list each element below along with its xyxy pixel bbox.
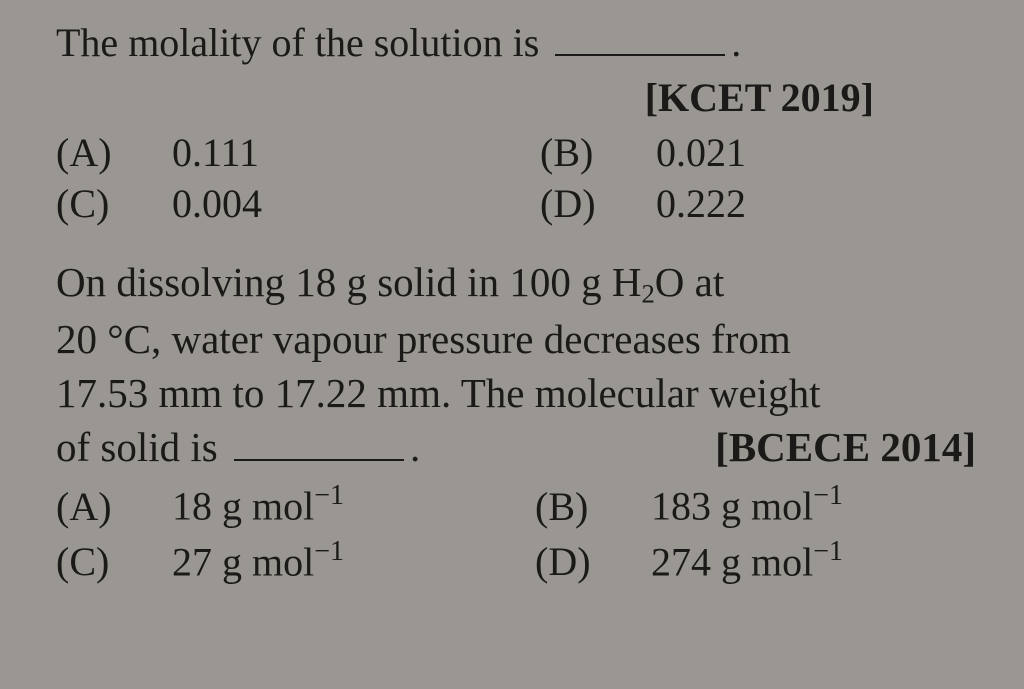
- q2-option-a-letter: (A): [56, 483, 146, 530]
- q2-option-b-value: 183 g mol−1: [651, 480, 843, 529]
- q2-option-c: (C) 27 g mol−1: [56, 536, 505, 585]
- q1-option-d-value: 0.222: [656, 180, 746, 227]
- q2-line2: 20 °C, water vapour pressure decreases f…: [56, 312, 984, 366]
- q1-option-c: (C) 0.004: [56, 180, 500, 227]
- q1-stem-pre: The molality of the solution is: [56, 20, 539, 65]
- q1-option-d: (D) 0.222: [540, 180, 984, 227]
- q2-option-d: (D) 274 g mol−1: [535, 536, 984, 585]
- q1-option-a-value: 0.111: [172, 129, 259, 176]
- q1-option-c-value: 0.004: [172, 180, 262, 227]
- q2-line4-post: .: [410, 424, 420, 470]
- q1-option-c-letter: (C): [56, 180, 146, 227]
- q2-option-a-value: 18 g mol−1: [172, 480, 344, 529]
- q2-option-c-value: 27 g mol−1: [172, 536, 344, 585]
- q2-line3: 17.53 mm to 17.22 mm. The molecular weig…: [56, 366, 984, 420]
- q1-blank: [555, 18, 725, 56]
- q2-option-d-num: 274 g mol: [651, 539, 813, 584]
- q1-option-b: (B) 0.021: [540, 129, 984, 176]
- q2-option-c-letter: (C): [56, 538, 146, 585]
- q1-option-a: (A) 0.111: [56, 129, 500, 176]
- q2-line1: On dissolving 18 g solid in 100 g H2O at: [56, 255, 984, 312]
- q2-line4-pre: of solid is: [56, 424, 218, 470]
- q2-option-d-exp: −1: [813, 536, 843, 567]
- q2-blank: [234, 422, 404, 461]
- q2-option-b-exp: −1: [813, 480, 843, 511]
- q1-option-b-letter: (B): [540, 129, 630, 176]
- h2o-subscript: 2: [641, 279, 654, 309]
- q2-option-a-num: 18 g mol: [172, 484, 314, 529]
- h2o-formula: 2: [641, 259, 654, 305]
- q2-option-d-letter: (D): [535, 538, 625, 585]
- q2-line4: of solid is . [BCECE 2014]: [56, 420, 984, 474]
- q2-option-a-exp: −1: [314, 480, 344, 511]
- q1-options: (A) 0.111 (B) 0.021 (C) 0.004 (D) 0.222: [56, 129, 984, 227]
- q1-source-tag: [KCET 2019]: [56, 74, 984, 121]
- q2-source-tag: [BCECE 2014]: [715, 420, 976, 474]
- q2-option-a: (A) 18 g mol−1: [56, 480, 505, 529]
- q2-option-d-value: 274 g mol−1: [651, 536, 843, 585]
- q1-option-b-value: 0.021: [656, 129, 746, 176]
- q2-option-b-num: 183 g mol: [651, 484, 813, 529]
- q2-option-b: (B) 183 g mol−1: [535, 480, 984, 529]
- q2-stem: On dissolving 18 g solid in 100 g H2O at…: [56, 255, 984, 474]
- q2-option-c-num: 27 g mol: [172, 539, 314, 584]
- q2-line1-a: On dissolving 18 g solid in 100 g H: [56, 259, 641, 305]
- q1-option-a-letter: (A): [56, 129, 146, 176]
- q1-stem-post: .: [731, 20, 741, 65]
- q2-line1-b: O at: [655, 259, 724, 305]
- q2-option-c-exp: −1: [314, 536, 344, 567]
- q1-option-d-letter: (D): [540, 180, 630, 227]
- q1-stem: The molality of the solution is .: [56, 18, 984, 68]
- q2-option-b-letter: (B): [535, 483, 625, 530]
- q2-options: (A) 18 g mol−1 (B) 183 g mol−1 (C) 27 g …: [56, 480, 984, 585]
